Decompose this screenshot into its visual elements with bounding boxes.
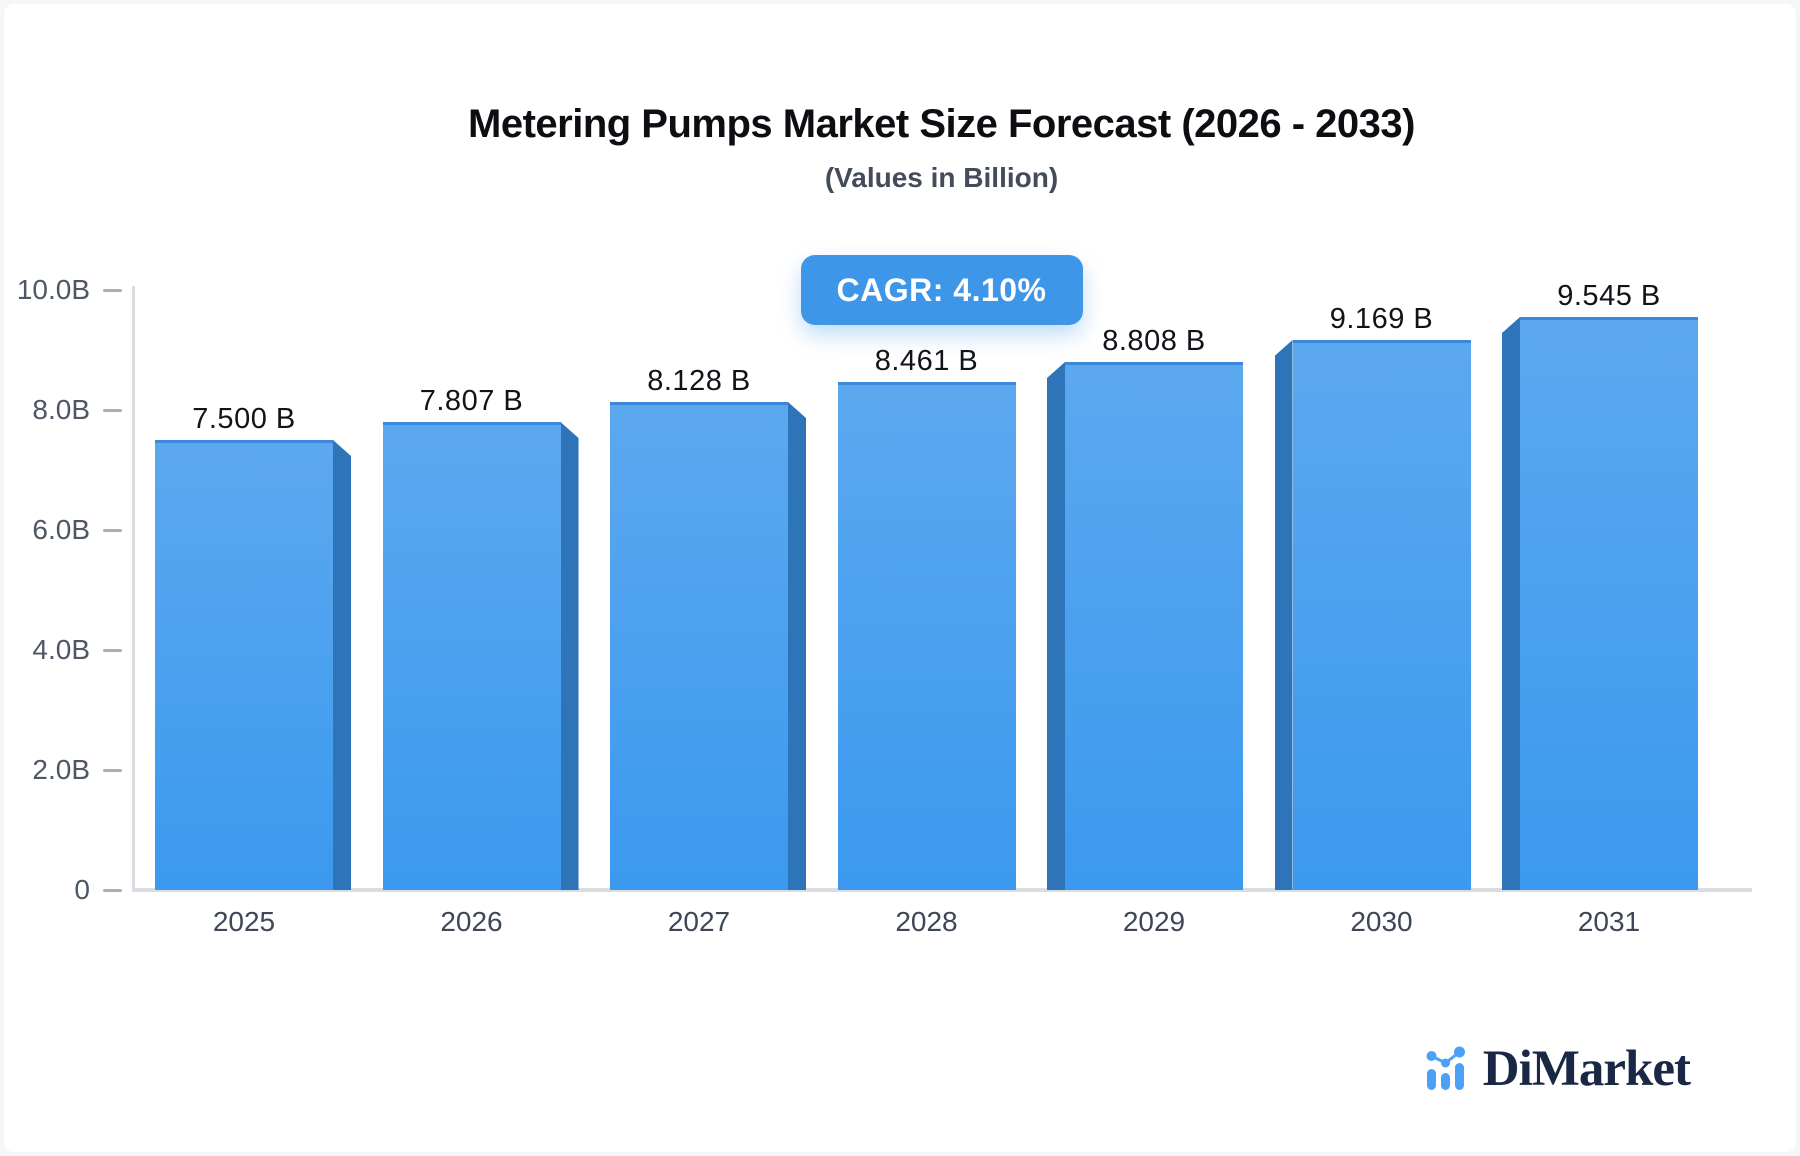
- x-axis-label: 2031: [1577, 906, 1641, 937]
- y-tick-label: 0: [74, 874, 90, 905]
- brand-logo: DiMarket: [1424, 1041, 1691, 1097]
- y-tick: [103, 889, 122, 892]
- mini-bar-chart-icon: [1426, 1046, 1465, 1090]
- y-tick: [103, 649, 122, 652]
- x-axis-line: [132, 888, 1752, 892]
- x-axis-label: 2025: [212, 906, 276, 937]
- bar-front: [1065, 362, 1243, 890]
- x-axis-label: 2030: [1350, 906, 1413, 937]
- brand-logo-text: DiMarket: [1482, 1041, 1691, 1097]
- bar-value-label: 8.128 B: [647, 365, 751, 397]
- x-axis-label: 2027: [667, 906, 731, 937]
- y-tick-label: 4.0B: [32, 634, 90, 665]
- bar-front: [155, 440, 333, 890]
- y-tick-label: 6.0B: [32, 514, 90, 545]
- bar-value-label: 9.169 B: [1329, 303, 1434, 335]
- plot-area: 0 2.0B 4.0B 6.0B 8.0B 10.0B 7.500 B 2025 7.807 B…: [4, 4, 1800, 1152]
- bar-side: [788, 402, 806, 890]
- y-tick: [103, 409, 122, 412]
- x-axis-label: 2026: [440, 906, 503, 937]
- bar-value-label: 9.545 B: [1557, 280, 1661, 312]
- x-axis-label: 2028: [895, 906, 958, 937]
- bar-side: [333, 440, 351, 890]
- y-tick-label: 8.0B: [32, 394, 90, 425]
- chart-card: Metering Pumps Market Size Forecast (202…: [4, 4, 1796, 1152]
- bar-front: [610, 402, 788, 890]
- bar-value-label: 7.500 B: [192, 403, 296, 435]
- bar-front: [837, 382, 1016, 890]
- bar-value-label: 8.808 B: [1102, 325, 1206, 357]
- bar-front: [382, 422, 561, 890]
- chart-header: Metering Pumps Market Size Forecast (202…: [134, 4, 1749, 194]
- bar-value-label: 7.807 B: [419, 385, 524, 417]
- bar-side: [1274, 340, 1293, 890]
- x-axis-label: 2029: [1122, 906, 1186, 937]
- y-tick-label: 10.0B: [16, 274, 90, 305]
- y-tick-label: 2.0B: [32, 754, 90, 785]
- bar-side: [1502, 317, 1520, 890]
- y-axis-line: [132, 286, 135, 892]
- bar-value-label: 8.461 B: [874, 345, 979, 377]
- bar-front: [1292, 340, 1471, 890]
- chart-title: Metering Pumps Market Size Forecast (202…: [468, 102, 1415, 146]
- y-tick: [103, 769, 122, 772]
- y-tick: [103, 289, 122, 292]
- bar-side: [560, 422, 579, 890]
- bar-front: [1520, 317, 1698, 890]
- chart-subtitle: (Values in Billion): [824, 162, 1059, 193]
- bar-side: [1047, 362, 1065, 890]
- y-tick: [103, 529, 122, 532]
